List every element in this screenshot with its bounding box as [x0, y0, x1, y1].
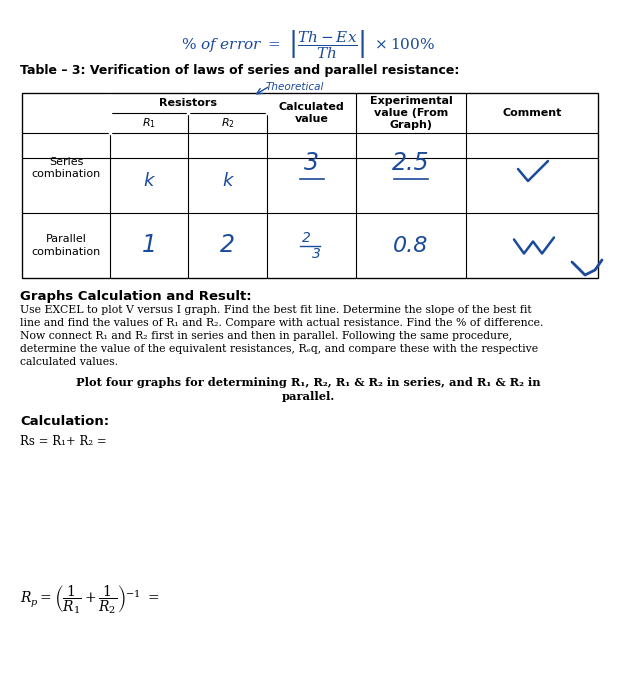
Text: Rs = R₁+ R₂ =: Rs = R₁+ R₂ =: [20, 435, 107, 448]
Text: Experimental
value (From
Graph): Experimental value (From Graph): [370, 96, 452, 130]
Text: 2: 2: [220, 233, 235, 258]
Text: k: k: [222, 172, 233, 190]
Text: Calculation:: Calculation:: [20, 415, 109, 428]
Text: Resistors: Resistors: [160, 98, 218, 108]
Text: 2: 2: [302, 231, 311, 245]
Text: calculated values.: calculated values.: [20, 357, 118, 367]
Text: Use EXCEL to plot V versus I graph. Find the best fit line. Determine the slope : Use EXCEL to plot V versus I graph. Find…: [20, 305, 532, 315]
Text: $R_1$: $R_1$: [142, 116, 156, 130]
Text: Graphs Calculation and Result:: Graphs Calculation and Result:: [20, 290, 252, 303]
Text: determine the value of the equivalent resistances, Rₑq, and compare these with t: determine the value of the equivalent re…: [20, 344, 538, 354]
Text: Now connect R₁ and R₂ first in series and then in parallel. Following the same p: Now connect R₁ and R₂ first in series an…: [20, 331, 512, 341]
Text: 0.8: 0.8: [393, 235, 429, 256]
Text: Calculated
value: Calculated value: [279, 102, 344, 124]
Text: Table – 3: Verification of laws of series and parallel resistance:: Table – 3: Verification of laws of serie…: [20, 64, 460, 77]
Text: Theoretical: Theoretical: [266, 82, 324, 92]
Text: Plot four graphs for determining R₁, R₂, R₁ & R₂ in series, and R₁ & R₂ in: Plot four graphs for determining R₁, R₂,…: [76, 377, 540, 388]
Text: 2.5: 2.5: [392, 151, 430, 175]
Text: 3: 3: [312, 247, 321, 260]
Text: Comment: Comment: [502, 108, 561, 118]
Text: Parallel
combination: Parallel combination: [31, 235, 101, 257]
Text: $\%\ of\ error\ =\ \left|\dfrac{Th - Ex}{Th}\right|\ \times 100\%$: $\%\ of\ error\ =\ \left|\dfrac{Th - Ex}…: [181, 28, 435, 60]
Text: Series
combination: Series combination: [31, 157, 101, 179]
Text: k: k: [144, 172, 154, 190]
Text: parallel.: parallel.: [281, 391, 334, 402]
Text: 1: 1: [141, 233, 157, 258]
Text: line and find the values of R₁ and R₂. Compare with actual resistance. Find the : line and find the values of R₁ and R₂. C…: [20, 318, 544, 328]
Text: $R_2$: $R_2$: [220, 116, 234, 130]
Text: $R_p = \left(\dfrac{1}{R_1}+\dfrac{1}{R_2}\right)^{-1}\ =$: $R_p = \left(\dfrac{1}{R_1}+\dfrac{1}{R_…: [20, 584, 160, 616]
Text: 3: 3: [304, 151, 319, 175]
